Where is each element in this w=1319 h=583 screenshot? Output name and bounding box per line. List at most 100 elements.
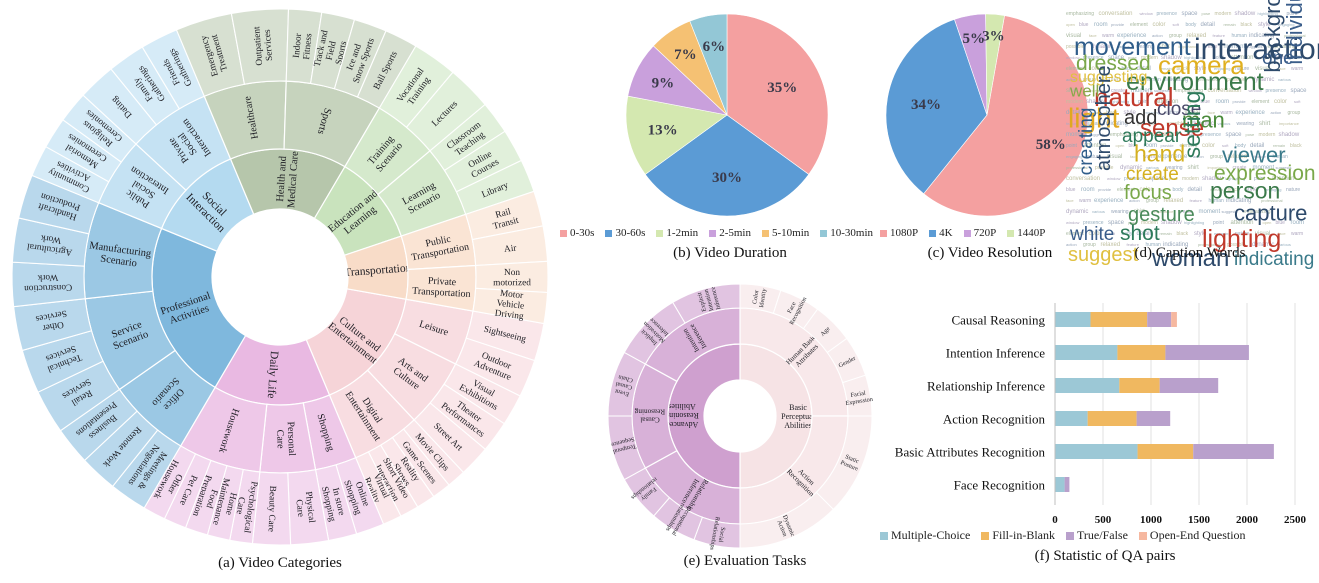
wordcloud-filler-word: black xyxy=(1290,143,1302,149)
x-tick-label-3: 1500 xyxy=(1188,514,1211,526)
wordcloud-word: setting xyxy=(1179,91,1205,159)
wordcloud-filler-word: room xyxy=(1094,22,1108,28)
legend-swatch-icon xyxy=(605,229,613,237)
wordcloud-filler-word: pose xyxy=(1128,220,1137,225)
legend-label: 10-30min xyxy=(830,227,874,239)
wordcloud-filler-word: warm xyxy=(1291,66,1303,72)
caption-panel-f: (f) Statistic of QA pairs xyxy=(1034,548,1176,564)
wordcloud-filler-word: shirt xyxy=(1188,165,1200,171)
wordcloud-filler-word: open xyxy=(1066,22,1075,27)
wordcloud-filler-word: soft xyxy=(1222,143,1229,148)
wordcloud-filler-word: remain xyxy=(1224,22,1236,27)
wordcloud-filler-word: color xyxy=(1140,187,1153,193)
wordcloud-filler-word: element xyxy=(1130,22,1148,28)
legend-item-3: Open-End Question xyxy=(1138,528,1246,543)
wordcloud-filler-word: point xyxy=(1213,220,1224,226)
wordcloud-filler-word: emphasizing xyxy=(1268,44,1296,50)
wordcloud-filler-word: window xyxy=(1249,88,1262,93)
wordcloud-filler-word: relaxed xyxy=(1101,77,1121,83)
wordcloud-word: gesture xyxy=(1128,204,1195,226)
pie-slice-label-4: 7% xyxy=(674,47,697,63)
svg-text:Work: Work xyxy=(40,232,62,245)
svg-text:Reasoning: Reasoning xyxy=(665,411,699,420)
wordcloud-filler-word: shadow xyxy=(1161,220,1182,226)
svg-text:Rail: Rail xyxy=(495,207,513,221)
wordcloud-word-group: appear xyxy=(1122,126,1182,147)
svg-text:Motor: Motor xyxy=(499,289,524,302)
wordcloud-word-group: one xyxy=(1262,48,1294,69)
wordcloud-filler-word: style xyxy=(1194,231,1207,237)
wordcloud-filler-word: visual xyxy=(1185,110,1200,116)
svg-text:Care: Care xyxy=(274,429,286,449)
wordcloud-word-group: dressed xyxy=(1076,52,1151,75)
bar-segment-2-1 xyxy=(1119,378,1160,393)
wordcloud-filler-word: element xyxy=(1252,99,1270,105)
wordcloud-filler-word: black xyxy=(1106,110,1118,116)
caption-panel-e: (e) Evaluation Tasks xyxy=(683,553,807,569)
wordcloud-filler-word: engaging xyxy=(1144,110,1160,115)
svg-text:Reasoning: Reasoning xyxy=(634,407,665,415)
legend-label: 1440P xyxy=(1017,227,1046,239)
wordcloud-filler-word: body xyxy=(1235,143,1246,149)
wordcloud-filler-word: shirt xyxy=(1259,121,1271,127)
wordcloud-filler-word: provide xyxy=(1161,143,1175,148)
svg-text:Causal: Causal xyxy=(615,380,633,391)
svg-text:Scenario: Scenario xyxy=(100,253,138,269)
wordcloud-word: natural xyxy=(1094,82,1174,112)
wordcloud-filler-word: highlighting xyxy=(1184,220,1204,225)
wordcloud-filler-word: moment xyxy=(1199,209,1221,215)
wordcloud-filler-word: importance xyxy=(1179,44,1200,49)
wordcloud-filler-word: detail xyxy=(1250,143,1264,149)
svg-text:Care: Care xyxy=(293,499,305,518)
pie-slice-2 xyxy=(625,95,728,175)
wordcloud-filler-word: indicating xyxy=(1163,77,1188,83)
bar-segment-0-0 xyxy=(1055,312,1091,327)
sunburst-l1-label-6: Transportation xyxy=(344,262,412,279)
svg-text:Services: Services xyxy=(263,29,275,62)
wordcloud-filler-word: human xyxy=(1273,154,1289,160)
pie-slice-0 xyxy=(726,13,829,175)
wordcloud-word: atmosphere xyxy=(1093,65,1115,171)
sunburst-l3-6-1-1 xyxy=(472,287,549,325)
wordcloud-filler-word: action xyxy=(1129,198,1140,203)
wordcloud-word-group: creating xyxy=(1076,108,1097,176)
wordcloud-filler-word: blue xyxy=(1079,22,1089,28)
svg-text:Non: Non xyxy=(504,268,520,278)
bar-segment-3-0 xyxy=(1055,411,1088,426)
wordcloud-filler-word: black xyxy=(1177,66,1189,72)
wordcloud-filler-word: blue xyxy=(1129,143,1139,149)
wordcloud-caption-words: emphasizing conversation window presence spa… xyxy=(1066,0,1319,272)
wordcloud-word: indicating xyxy=(1234,249,1314,270)
wordcloud-filler-word: group xyxy=(1083,77,1096,83)
svg-text:Face: Face xyxy=(786,301,798,315)
wordcloud-filler-word: dynamic xyxy=(1192,121,1214,127)
bar-category-label-4: Basic Attributes Recognition xyxy=(895,445,1046,460)
legend-label: 1-2min xyxy=(666,227,699,239)
legend-label: 720P xyxy=(973,227,997,239)
wordcloud-filler-word: room xyxy=(1291,220,1305,226)
svg-text:Abilities: Abilities xyxy=(668,402,696,411)
bar-segment-4-2 xyxy=(1193,444,1274,459)
wordcloud-filler-word: modern xyxy=(1215,11,1232,17)
wordcloud-filler-word: create xyxy=(1179,209,1193,215)
wordcloud-filler-word: human xyxy=(1232,33,1248,39)
wordcloud-filler-word: remain xyxy=(1160,231,1172,236)
wordcloud-filler-word: relaxed xyxy=(1228,154,1248,160)
wordcloud-word-group: gesture xyxy=(1128,204,1195,226)
wordcloud-filler-word: various xyxy=(1278,242,1291,247)
wordcloud-filler-word: modern xyxy=(1141,220,1158,226)
bar-segment-4-0 xyxy=(1055,444,1138,459)
legend-item-4: 5-10min xyxy=(761,227,809,239)
pie-slice-1 xyxy=(644,114,810,217)
svg-text:Chain: Chain xyxy=(618,373,634,383)
wordcloud-filler-word: provide xyxy=(1111,22,1125,27)
pie-slice-label-0: 58% xyxy=(1036,137,1066,153)
svg-text:Air: Air xyxy=(504,243,518,255)
wordcloud-filler-word: dynamic xyxy=(1252,77,1274,83)
legend-item-2: 720P xyxy=(963,227,997,239)
wordcloud-filler-word: presence xyxy=(1083,55,1104,61)
svg-text:Perceptual: Perceptual xyxy=(781,412,816,421)
bar-segment-5-2 xyxy=(1064,477,1070,492)
